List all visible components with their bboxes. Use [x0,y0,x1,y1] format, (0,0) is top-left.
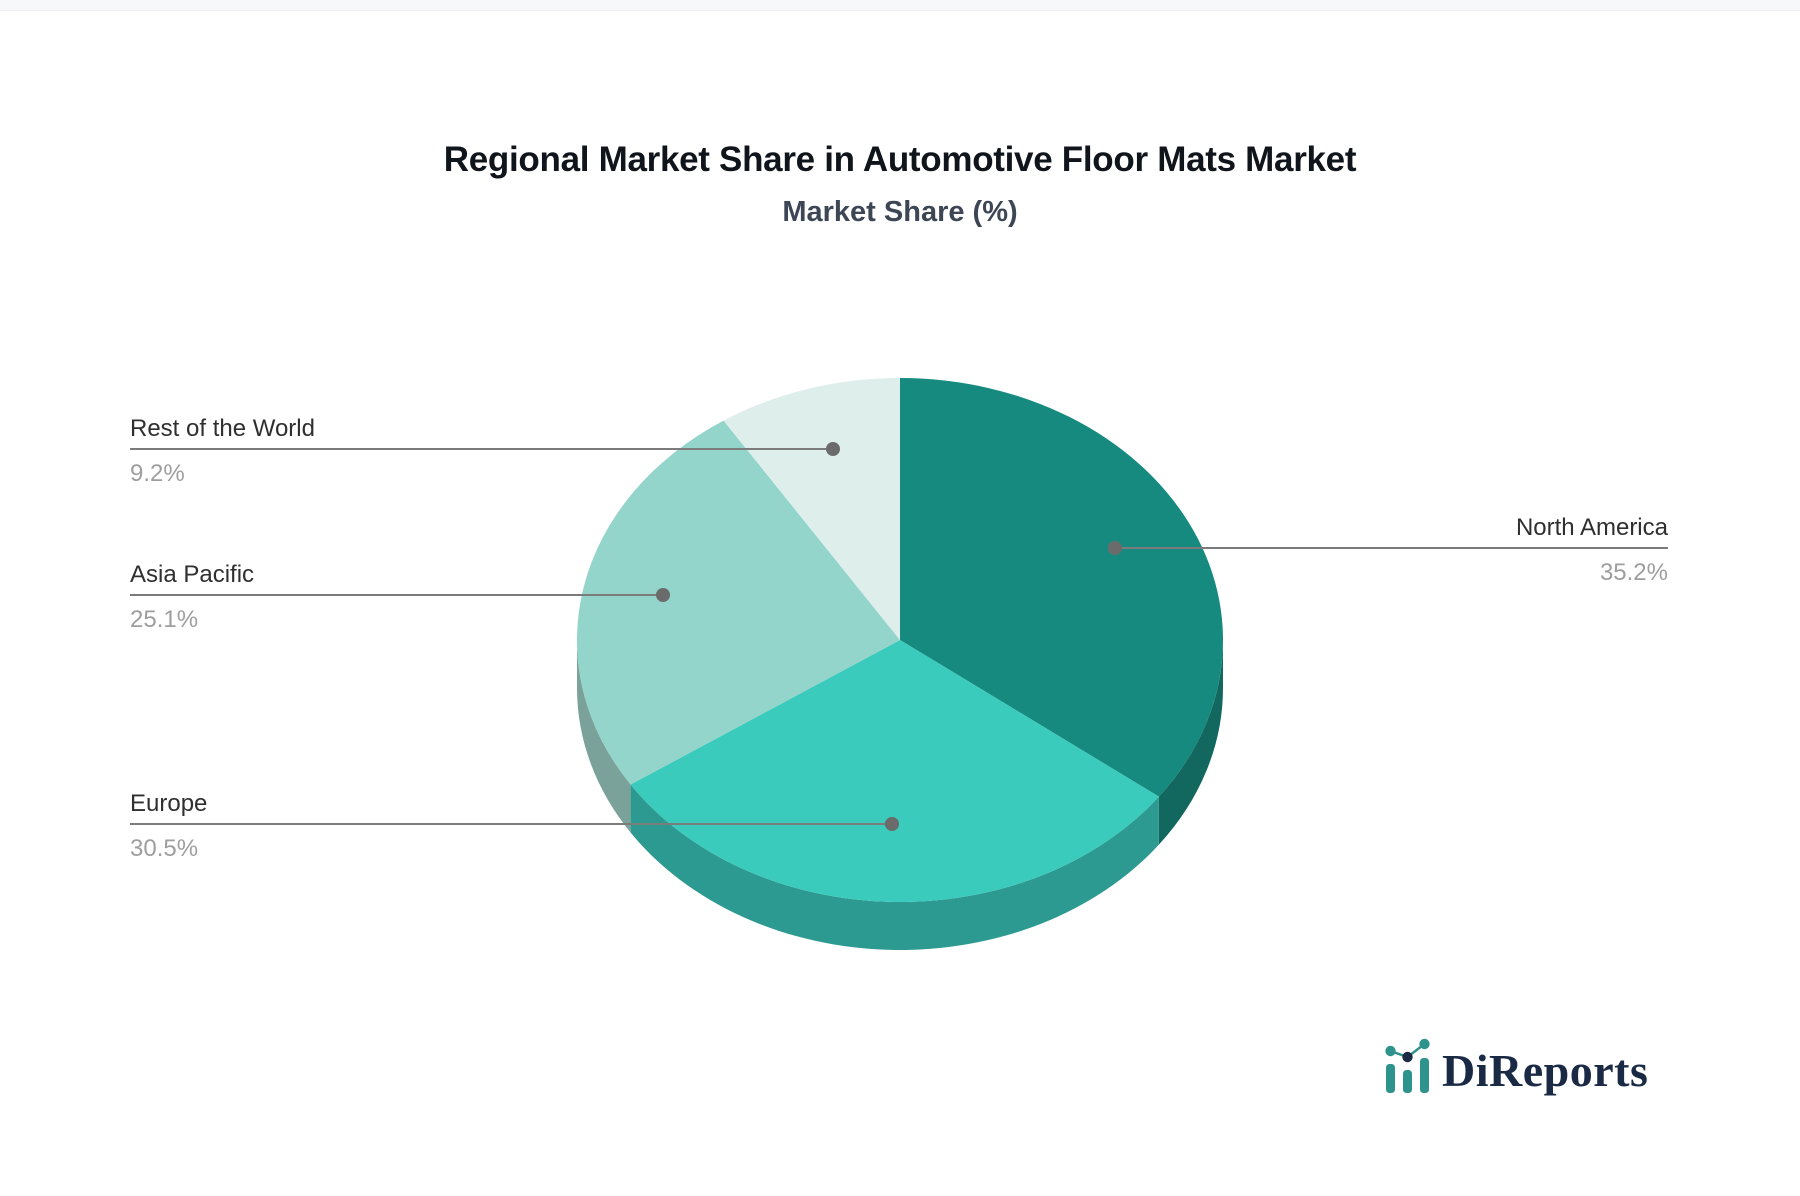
slice-value-north-america: 35.2% [1600,556,1668,590]
slice-label-percent: 25.1% [130,606,199,633]
slice-value-asia-pacific: 25.1% [130,603,198,637]
slice-label-percent: 9.2% [130,460,185,487]
pie-slice-rest-of-the-world[interactable] [723,378,900,640]
logo-text: DiReports [1442,1045,1649,1096]
pie-slice-north-america[interactable] [900,378,1223,797]
pie-slice-asia-pacific[interactable] [577,420,900,785]
pie-slice-side-north-america [1158,640,1223,845]
bar-chart-icon [1385,1038,1430,1093]
slice-label-asia-pacific: Asia Pacific [130,558,254,592]
slice-label-name: North America [1515,514,1668,541]
slice-value-rest-of-the-world: 9.2% [130,457,185,491]
chart-title: Regional Market Share in Automotive Floo… [443,140,1357,179]
window-edge-strip [0,0,1800,11]
slice-label-percent: 35.2% [1599,559,1668,586]
logo: DiReports [1383,1030,1648,1094]
chart-subtitle: Market Share (%) [782,196,1018,228]
slice-label-north-america: North America [1516,511,1668,545]
leader-dot-asia-pacific [656,588,670,602]
slice-label-name: Asia Pacific [130,561,255,588]
slice-value-europe: 30.5% [130,832,198,866]
slice-label-europe: Europe [130,787,207,821]
pie-slice-side-asia-pacific [577,640,631,833]
slice-label-name: Europe [130,790,208,817]
leader-dot-europe [885,817,899,831]
leader-dot-north-america [1108,541,1122,555]
slice-label-rest-of-the-world: Rest of the World [130,412,315,446]
pie-slice-side-europe [630,784,1159,951]
slice-label-percent: 30.5% [130,835,199,862]
pie-slice-europe[interactable] [630,640,1159,903]
slice-label-name: Rest of the World [130,415,315,442]
leader-dot-rest-of-the-world [826,442,840,456]
